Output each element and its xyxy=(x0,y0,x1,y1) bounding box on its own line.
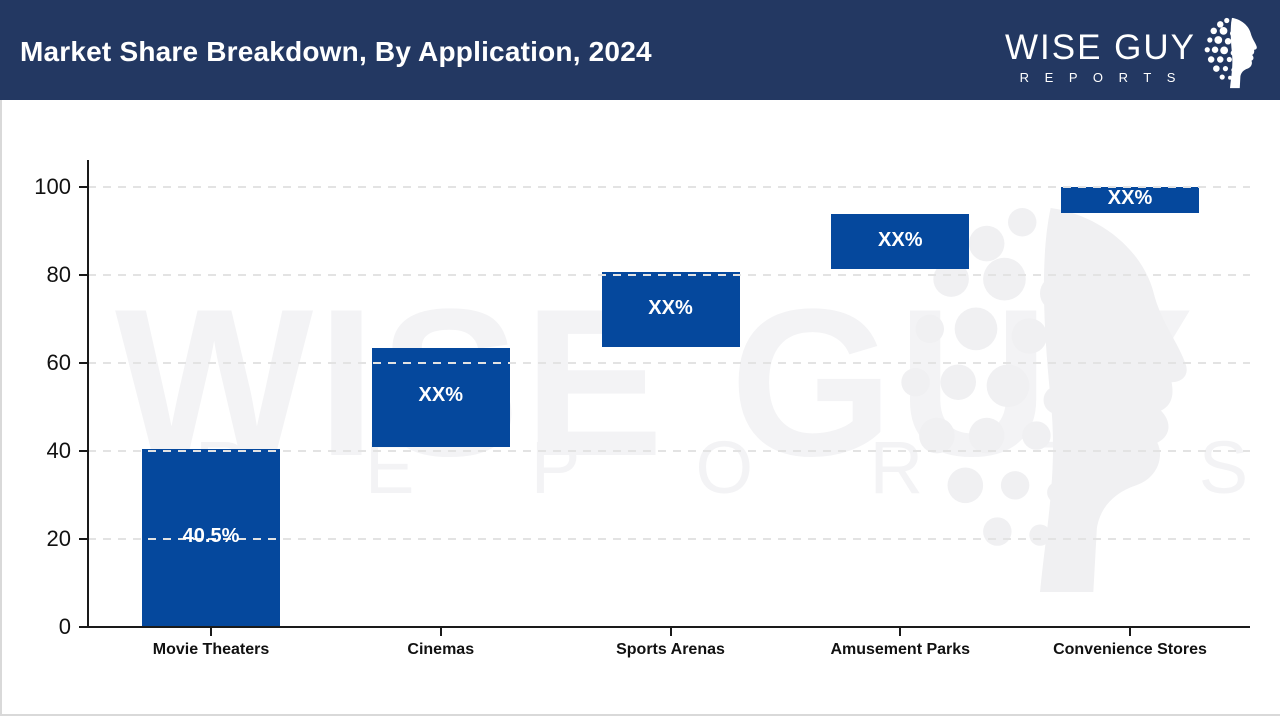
x-axis-category-label: Cinemas xyxy=(407,641,475,658)
y-tick-label-0: 0 xyxy=(58,614,71,639)
y-tick-label-40: 40 xyxy=(46,438,71,463)
header-bar: Market Share Breakdown, By Application, … xyxy=(0,0,1280,100)
bottom-frame-line xyxy=(0,714,1280,716)
y-tick-60 xyxy=(79,362,88,364)
x-tick-1 xyxy=(210,627,212,636)
x-axis-category-label: Sports Arenas xyxy=(616,641,725,658)
logo-wordmark: WISE GUY xyxy=(1004,28,1196,67)
x-tick-3 xyxy=(669,627,672,636)
wise-guy-reports-logo: WISE GUY R E P O R T S xyxy=(1005,6,1268,94)
gridline-60 xyxy=(88,362,1250,364)
page-title: Market Share Breakdown, By Application, … xyxy=(20,36,652,67)
bar-movie-theaters xyxy=(142,448,280,627)
x-tick-5 xyxy=(1129,627,1131,636)
gridline-40 xyxy=(88,450,1250,452)
bar-value-label-movie-theaters: 40.5% xyxy=(182,524,240,547)
x-tick-4 xyxy=(899,627,902,636)
bar-sports-arenas xyxy=(601,271,740,348)
left-frame-line xyxy=(0,100,2,716)
y-tick-label-60: 60 xyxy=(46,350,71,375)
bar-cinemas xyxy=(371,348,510,447)
y-axis-line xyxy=(87,160,89,628)
y-tick-80 xyxy=(79,274,88,276)
x-axis-category-label: Movie Theaters xyxy=(152,641,270,658)
bar-convenience-stores xyxy=(1061,187,1199,214)
x-tick-2 xyxy=(439,627,442,636)
y-tick-40 xyxy=(79,450,88,452)
y-tick-label-80: 80 xyxy=(46,262,71,287)
bar-value-label-cinemas: XX% xyxy=(418,384,463,407)
y-tick-20 xyxy=(79,538,88,540)
y-tick-100 xyxy=(79,186,88,188)
logo-subtitle: R E P O R T S xyxy=(1019,70,1182,85)
logo-text: WISE GUY R E P O R T S xyxy=(1005,28,1196,85)
gridline-100 xyxy=(88,186,1250,188)
gridline-20 xyxy=(88,538,1250,540)
x-axis-category-label: Convenience Stores xyxy=(1053,641,1207,658)
x-axis-line xyxy=(85,626,1250,628)
bar-amusement-parks xyxy=(831,214,970,270)
bar-value-label-amusement-parks: XX% xyxy=(878,228,923,251)
bar-value-label-convenience-stores: XX% xyxy=(1107,187,1153,210)
bar-value-label-sports-arenas: XX% xyxy=(648,296,693,319)
y-tick-0 xyxy=(79,626,88,628)
dotted-head-icon xyxy=(1204,17,1257,89)
y-tick-label-100: 100 xyxy=(34,174,71,199)
x-axis-category-label: Amusement Parks xyxy=(830,641,971,658)
watermark-head-icon xyxy=(901,208,1187,592)
gridline-80 xyxy=(88,274,1250,276)
y-tick-label-20: 20 xyxy=(46,526,71,551)
